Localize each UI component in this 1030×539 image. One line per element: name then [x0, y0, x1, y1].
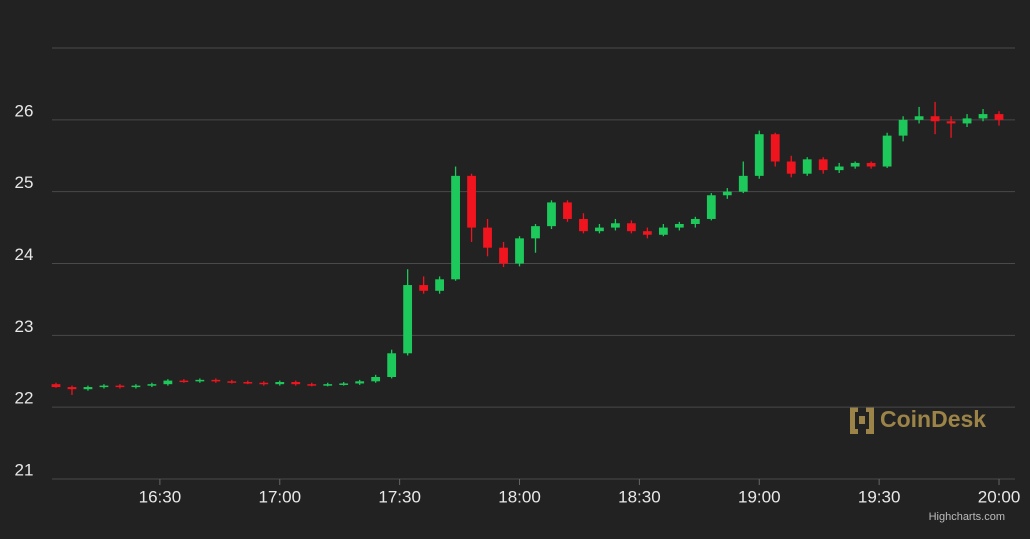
candle-body — [355, 381, 365, 384]
candle-body — [930, 116, 940, 122]
candle-body — [722, 191, 732, 196]
candle-body — [690, 218, 700, 224]
x-tick-label: 18:00 — [498, 487, 541, 506]
candle-body — [99, 385, 109, 388]
candle-body — [579, 218, 588, 232]
y-tick-label: 26 — [15, 101, 34, 120]
candle-body — [914, 116, 924, 120]
candle-body — [451, 175, 460, 280]
candle-body — [611, 223, 620, 228]
watermark-logo — [850, 407, 874, 434]
y-tick-label: 24 — [15, 245, 34, 264]
candle-body — [642, 231, 652, 235]
candle-body — [818, 159, 828, 171]
candle-body — [962, 118, 972, 124]
candle-body — [531, 226, 540, 239]
y-tick-label: 25 — [15, 173, 34, 192]
candle-body — [67, 387, 77, 390]
candle-body — [866, 162, 876, 167]
candle-body — [163, 380, 173, 385]
candle-body — [419, 285, 429, 291]
candle-body — [658, 227, 668, 235]
x-tick-label: 19:00 — [738, 487, 781, 506]
candle-body — [467, 175, 476, 228]
candle-body — [898, 119, 908, 136]
x-tick-label: 20:00 — [978, 487, 1021, 506]
candle-body — [243, 382, 253, 384]
x-tick-label: 16:30 — [139, 487, 182, 506]
candle-body — [227, 381, 237, 383]
candle-body — [323, 384, 333, 386]
candle-body — [403, 285, 413, 354]
candle-body — [738, 175, 748, 192]
x-tick-label: 18:30 — [618, 487, 661, 506]
candle-body — [291, 382, 301, 385]
y-tick-label: 22 — [15, 389, 34, 408]
x-tick-label: 19:30 — [858, 487, 901, 506]
candle-body — [307, 384, 317, 386]
candle-body — [51, 384, 61, 388]
candle-body — [115, 385, 125, 388]
candle-body — [946, 121, 956, 124]
y-tick-label: 23 — [15, 317, 34, 336]
candle-body — [627, 223, 636, 232]
candle-body — [83, 387, 93, 390]
candle-body — [994, 114, 1004, 120]
candle-body — [595, 227, 604, 232]
candle-body — [563, 202, 572, 219]
candle-body — [547, 202, 556, 227]
candle-body — [882, 135, 892, 167]
candle-body — [674, 223, 684, 228]
candle-body — [786, 161, 796, 174]
candle-body — [834, 166, 844, 171]
candle-body — [339, 383, 349, 385]
candle-body — [706, 195, 716, 219]
candle-body — [850, 162, 860, 167]
candle-body — [195, 379, 205, 382]
x-tick-label: 17:30 — [378, 487, 421, 506]
candle-body — [802, 159, 812, 174]
candle-body — [259, 382, 269, 385]
candle-body — [147, 384, 157, 386]
candle-body — [371, 376, 381, 382]
candle-body — [211, 379, 221, 382]
credits[interactable]: Highcharts.com — [929, 511, 1005, 523]
candle-body — [499, 247, 508, 264]
candle-body — [515, 238, 524, 264]
candle-body — [770, 134, 780, 162]
watermark: CoinDesk — [880, 406, 986, 432]
candle-body — [131, 385, 141, 388]
candle-body — [275, 382, 285, 385]
x-tick-label: 17:00 — [258, 487, 301, 506]
candle-body — [978, 114, 988, 119]
candle-body — [179, 380, 189, 383]
y-tick-label: 21 — [15, 460, 34, 479]
candle-body — [387, 353, 397, 377]
candle-body — [483, 227, 492, 248]
candle-body — [754, 134, 764, 176]
candle-body — [435, 279, 444, 291]
